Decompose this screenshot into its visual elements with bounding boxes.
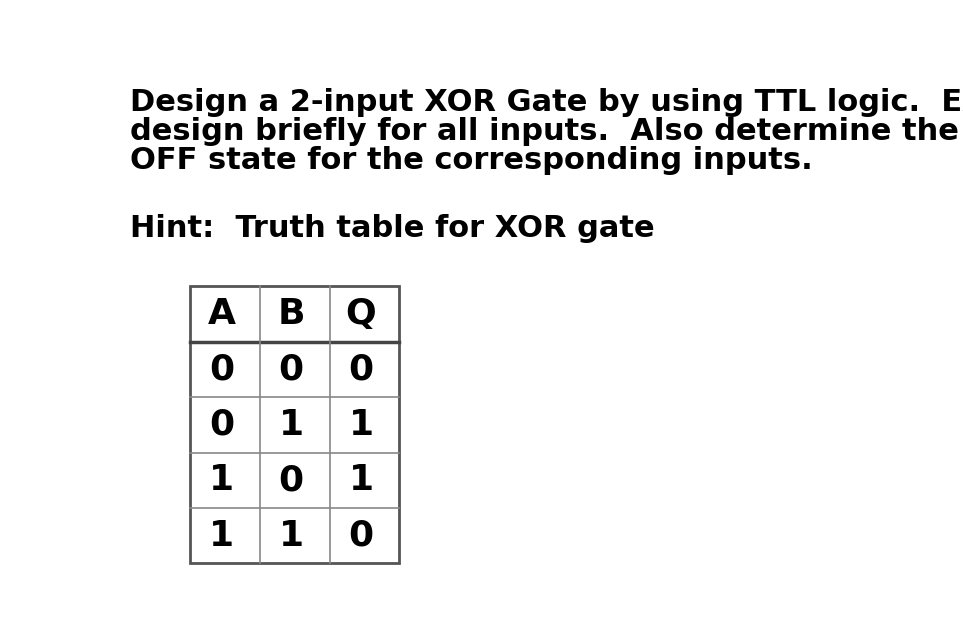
- Text: OFF state for the corresponding inputs.: OFF state for the corresponding inputs.: [130, 146, 813, 175]
- Text: Hint:  Truth table for XOR gate: Hint: Truth table for XOR gate: [130, 214, 654, 243]
- Text: 0: 0: [278, 353, 303, 387]
- Text: Design a 2-input XOR Gate by using TTL logic.  Explain your: Design a 2-input XOR Gate by using TTL l…: [130, 88, 963, 116]
- Text: 0: 0: [278, 463, 303, 497]
- Text: 1: 1: [278, 518, 303, 553]
- Text: 0: 0: [209, 353, 234, 387]
- Text: 1: 1: [349, 463, 374, 497]
- Text: Q: Q: [346, 297, 377, 331]
- Text: 0: 0: [349, 353, 374, 387]
- Text: 1: 1: [209, 518, 234, 553]
- Text: 1: 1: [278, 408, 303, 442]
- Text: 1: 1: [209, 463, 234, 497]
- Text: design briefly for all inputs.  Also determine the transistors ON-: design briefly for all inputs. Also dete…: [130, 117, 963, 146]
- Text: A: A: [207, 297, 236, 331]
- Text: 0: 0: [349, 518, 374, 553]
- Text: 1: 1: [349, 408, 374, 442]
- Text: B: B: [277, 297, 305, 331]
- Bar: [190, 286, 400, 563]
- Text: 0: 0: [209, 408, 234, 442]
